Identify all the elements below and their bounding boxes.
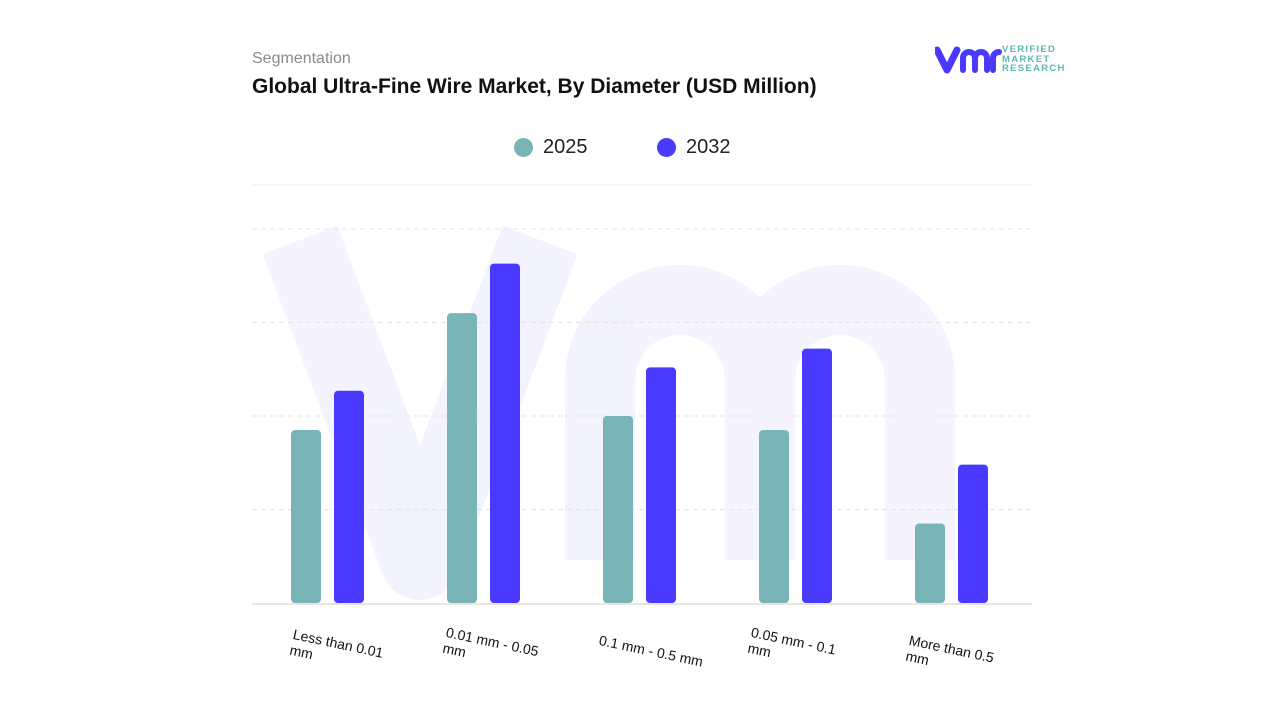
legend-swatch-2025	[514, 138, 533, 157]
bar-2032-4[interactable]	[958, 464, 988, 603]
bar-2032-2[interactable]	[646, 367, 676, 603]
chart-title: Global Ultra-Fine Wire Market, By Diamet…	[252, 75, 817, 98]
legend: 2025 2032	[0, 136, 1280, 160]
legend-item-2032[interactable]: 2032	[657, 136, 731, 159]
chart-subtitle: Segmentation	[252, 50, 351, 67]
logo-line: MARKET	[1002, 53, 1051, 65]
legend-item-2025[interactable]: 2025	[514, 136, 588, 159]
bar-2025-4[interactable]	[915, 523, 945, 603]
legend-label: 2025	[543, 136, 588, 158]
bar-2032-1[interactable]	[490, 263, 520, 603]
legend-label: 2032	[686, 136, 731, 158]
logo-text: VERIFIED MARKET RESEARCH	[1002, 45, 1066, 74]
logo-line: RESEARCH	[1002, 63, 1066, 74]
bar-2025-3[interactable]	[759, 430, 789, 603]
bar-2025-2[interactable]	[603, 416, 633, 603]
logo-line: VERIFIED	[1002, 44, 1057, 55]
vmr-logo-icon	[935, 46, 1002, 74]
bar-2032-3[interactable]	[802, 348, 832, 603]
bar-2025-1[interactable]	[447, 313, 477, 603]
bar-2025-0[interactable]	[291, 430, 321, 603]
legend-swatch-2032	[657, 138, 676, 157]
bar-2032-0[interactable]	[334, 390, 364, 603]
